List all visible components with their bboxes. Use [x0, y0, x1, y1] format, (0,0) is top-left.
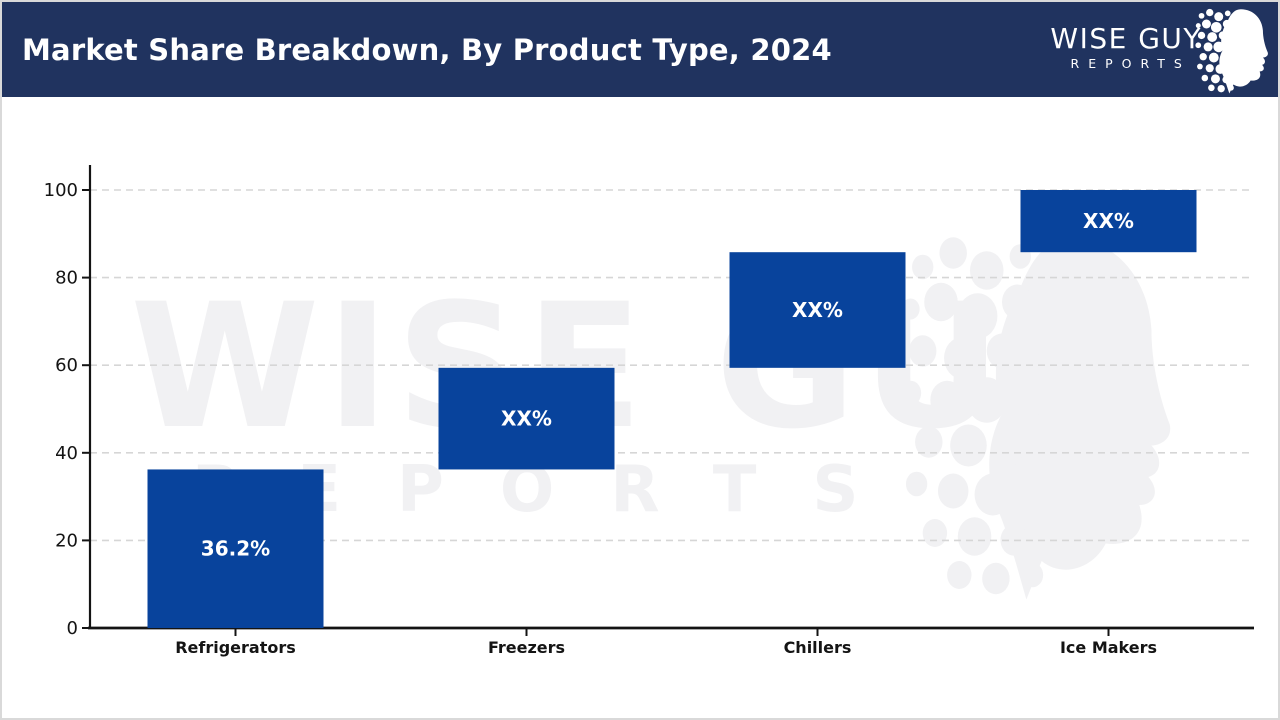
bar-chillers: [729, 252, 906, 368]
waterfall-chart: 0 20 40 60 80 100 36.2% Refrigerators XX% Freezer…: [44, 165, 1254, 657]
bar-freezers: [438, 367, 615, 470]
bar-refrigerators: [147, 469, 324, 628]
y-tick-label: 40: [55, 443, 78, 464]
x-category-label: Freezers: [488, 638, 565, 657]
bar-ice-makers: [1020, 190, 1197, 253]
x-category-label: Chillers: [784, 638, 852, 657]
chart-area: WISE GUY REPORTS 0 20 40 60 80 100 36.2% Refrig…: [2, 97, 1278, 718]
logo-wordmark-group: WISE GUY REPORTS: [1050, 22, 1202, 72]
y-tick-label: 20: [55, 530, 78, 551]
bar-value-label: XX%: [792, 298, 843, 322]
logo-subtext: REPORTS: [1070, 56, 1191, 72]
chart-title: Market Share Breakdown, By Product Type,…: [22, 32, 832, 67]
y-tick-label: 60: [55, 355, 78, 376]
y-tick-label: 80: [55, 268, 78, 289]
bar-value-label: XX%: [501, 407, 552, 431]
logo-wordmark: WISE GUY: [1050, 22, 1202, 55]
y-tick-label: 0: [67, 618, 78, 639]
x-category-label: Refrigerators: [175, 638, 296, 657]
header-bar: Market Share Breakdown, By Product Type,…: [2, 2, 1278, 97]
bar-value-label: XX%: [1083, 209, 1134, 233]
bar-value-label: 36.2%: [201, 537, 270, 561]
logo-head-icon: [1195, 8, 1268, 94]
wiseguy-logo: WISE GUY REPORTS: [1050, 6, 1272, 96]
y-tick-label: 100: [44, 180, 78, 201]
x-category-label: Ice Makers: [1060, 638, 1157, 657]
